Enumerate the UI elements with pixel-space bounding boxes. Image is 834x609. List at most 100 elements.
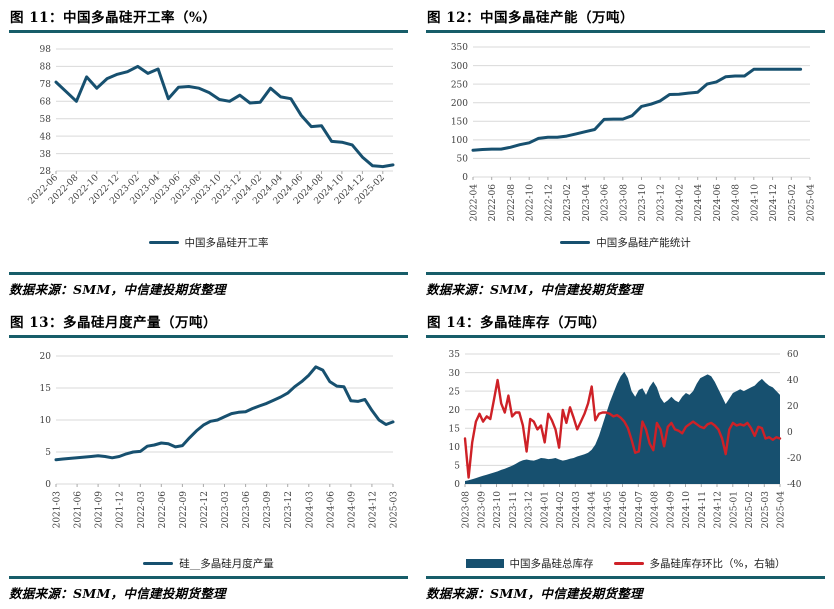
legend-label: 中国多晶硅产能统计 <box>596 237 691 249</box>
figure-11-footer: 数据来源：SMM，中信建投期货整理 <box>9 272 408 305</box>
legend-item: 硅__多晶硅月度产量 <box>143 556 274 571</box>
svg-text:28: 28 <box>40 167 52 177</box>
figure-13-title: 图 13：多晶硅月度产量（万吨） <box>10 315 217 331</box>
svg-text:98: 98 <box>40 45 52 55</box>
source-note: 数据来源：SMM，中信建投期货整理 <box>426 586 643 601</box>
footer-rule <box>9 272 408 275</box>
legend-item: 多晶硅库存环比（%，右轴） <box>613 556 786 571</box>
svg-text:38: 38 <box>40 150 52 160</box>
svg-text:10: 10 <box>449 443 461 453</box>
svg-text:-20: -20 <box>787 454 802 464</box>
svg-text:2025-04: 2025-04 <box>807 184 817 222</box>
svg-text:2023-10: 2023-10 <box>493 491 503 529</box>
panel-figure-14: 图 14：多晶硅库存（万吨） 0 5 10 15 20 25 30 35 -40 -20 0 20 40… <box>417 305 834 609</box>
svg-text:2024-01: 2024-01 <box>540 491 550 528</box>
svg-text:2024-08: 2024-08 <box>651 491 661 529</box>
svg-text:25: 25 <box>449 387 461 397</box>
svg-text:2023-12: 2023-12 <box>657 184 667 221</box>
svg-text:2021-06: 2021-06 <box>74 491 84 529</box>
svg-text:20: 20 <box>40 352 52 362</box>
figure-12-title: 图 12：中国多晶硅产能（万吨） <box>427 10 634 26</box>
svg-text:0: 0 <box>787 428 793 438</box>
legend-item: 中国多晶硅产能统计 <box>560 235 691 250</box>
svg-text:50: 50 <box>457 155 469 165</box>
svg-text:2025-02: 2025-02 <box>745 491 755 528</box>
svg-text:5: 5 <box>454 462 460 472</box>
legend-line-swatch <box>560 240 591 245</box>
svg-text:2024-10: 2024-10 <box>750 184 760 222</box>
footer-rule <box>426 272 825 275</box>
svg-text:2024-07: 2024-07 <box>635 491 645 529</box>
svg-text:10: 10 <box>40 416 52 426</box>
svg-text:35: 35 <box>449 350 461 360</box>
legend-label: 多晶硅库存环比（%，右轴） <box>649 558 786 570</box>
svg-text:20: 20 <box>787 402 799 412</box>
panel-figure-13: 图 13：多晶硅月度产量（万吨） 0 5 10 15 20 2021-03 2021-06 2… <box>0 305 417 609</box>
svg-text:2022-10: 2022-10 <box>526 184 536 222</box>
svg-text:30: 30 <box>449 369 461 379</box>
figure-14-footer: 数据来源：SMM，中信建投期货整理 <box>426 576 825 609</box>
legend-label: 中国多晶硅总库存 <box>509 558 594 570</box>
svg-text:200: 200 <box>451 99 468 109</box>
svg-text:2024-03: 2024-03 <box>305 491 315 529</box>
svg-text:2024-09: 2024-09 <box>347 491 357 529</box>
svg-text:2022-09: 2022-09 <box>179 491 189 529</box>
svg-text:2023-12: 2023-12 <box>525 491 535 528</box>
legend-item: 中国多晶硅开工率 <box>148 235 269 250</box>
inventory-chart: 0 5 10 15 20 25 30 35 -40 -20 0 20 40 60 2023-08 2023-0… <box>449 350 802 529</box>
svg-text:2024-04: 2024-04 <box>588 491 598 529</box>
figure-13-legend: 硅__多晶硅月度产量 <box>9 556 408 571</box>
svg-text:2022-03: 2022-03 <box>137 491 147 529</box>
figure-12-footer: 数据来源：SMM，中信建投期货整理 <box>426 272 825 305</box>
svg-text:150: 150 <box>451 118 468 128</box>
figure-13-chart-area: 0 5 10 15 20 2021-03 2021-06 2021-09 2021-12 2022… <box>9 342 408 556</box>
svg-text:2025-03: 2025-03 <box>390 491 400 529</box>
svg-text:2024-04: 2024-04 <box>694 184 704 222</box>
svg-text:2024-02: 2024-02 <box>675 184 685 221</box>
svg-text:2024-08: 2024-08 <box>732 184 742 222</box>
svg-text:2021-09: 2021-09 <box>95 491 105 529</box>
svg-text:2022-06: 2022-06 <box>488 184 498 222</box>
figure-14-title: 图 14：多晶硅库存（万吨） <box>427 315 606 331</box>
svg-text:15: 15 <box>40 384 52 394</box>
svg-text:2024-10: 2024-10 <box>682 491 692 529</box>
svg-text:58: 58 <box>40 115 52 125</box>
svg-text:2024-12: 2024-12 <box>714 491 724 528</box>
figure-14-chart-area: 0 5 10 15 20 25 30 35 -40 -20 0 20 40 60 2023-08 2023-0… <box>426 342 825 556</box>
legend-item: 中国多晶硅总库存 <box>465 556 594 571</box>
operating-rate-chart: 28384858687888982022-062022-082022-10202… <box>27 45 395 207</box>
figure-11-chart-area: 28 38 48 58 68 78 88 98 2022-06 2022-08 2022-10 202… <box>9 37 408 235</box>
svg-text:68: 68 <box>40 98 52 108</box>
svg-text:2024-12: 2024-12 <box>769 184 779 221</box>
svg-text:2024-11: 2024-11 <box>698 491 708 528</box>
svg-text:300: 300 <box>451 62 468 72</box>
svg-text:48: 48 <box>40 132 52 142</box>
svg-text:2022-12: 2022-12 <box>544 184 554 221</box>
figure-12-chart-area: 0 50 100 150 200 250 300 350 2022-04 2022-06 2022-… <box>426 37 825 235</box>
svg-text:350: 350 <box>451 43 468 53</box>
svg-text:78: 78 <box>40 80 52 90</box>
legend-label: 硅__多晶硅月度产量 <box>179 558 274 570</box>
svg-text:2025-04: 2025-04 <box>777 491 787 529</box>
figure-11-legend: 中国多晶硅开工率 <box>9 235 408 250</box>
svg-text:2025-02: 2025-02 <box>788 184 798 221</box>
svg-text:2025-03: 2025-03 <box>761 491 771 529</box>
footer-rule <box>9 576 408 579</box>
svg-text:2022-06: 2022-06 <box>158 491 168 529</box>
svg-text:0: 0 <box>462 173 468 183</box>
svg-text:2021-03: 2021-03 <box>53 491 63 529</box>
panel-figure-12: 图 12：中国多晶硅产能（万吨） 0 50 100 150 200 250 300 350 20… <box>417 0 834 305</box>
svg-text:2023-02: 2023-02 <box>563 184 573 221</box>
svg-text:2023-06: 2023-06 <box>242 491 252 529</box>
legend-line-swatch <box>143 561 174 566</box>
svg-text:2024-02: 2024-02 <box>556 491 566 528</box>
legend-area-swatch <box>465 559 504 568</box>
legend-line-swatch <box>148 240 179 245</box>
svg-text:2023-06: 2023-06 <box>601 184 611 222</box>
svg-text:2024-06: 2024-06 <box>619 491 629 529</box>
source-note: 数据来源：SMM，中信建投期货整理 <box>426 282 643 297</box>
svg-text:2024-06: 2024-06 <box>326 491 336 529</box>
svg-text:2024-09: 2024-09 <box>666 491 676 529</box>
svg-text:0: 0 <box>45 480 51 490</box>
svg-text:-40: -40 <box>787 480 802 490</box>
